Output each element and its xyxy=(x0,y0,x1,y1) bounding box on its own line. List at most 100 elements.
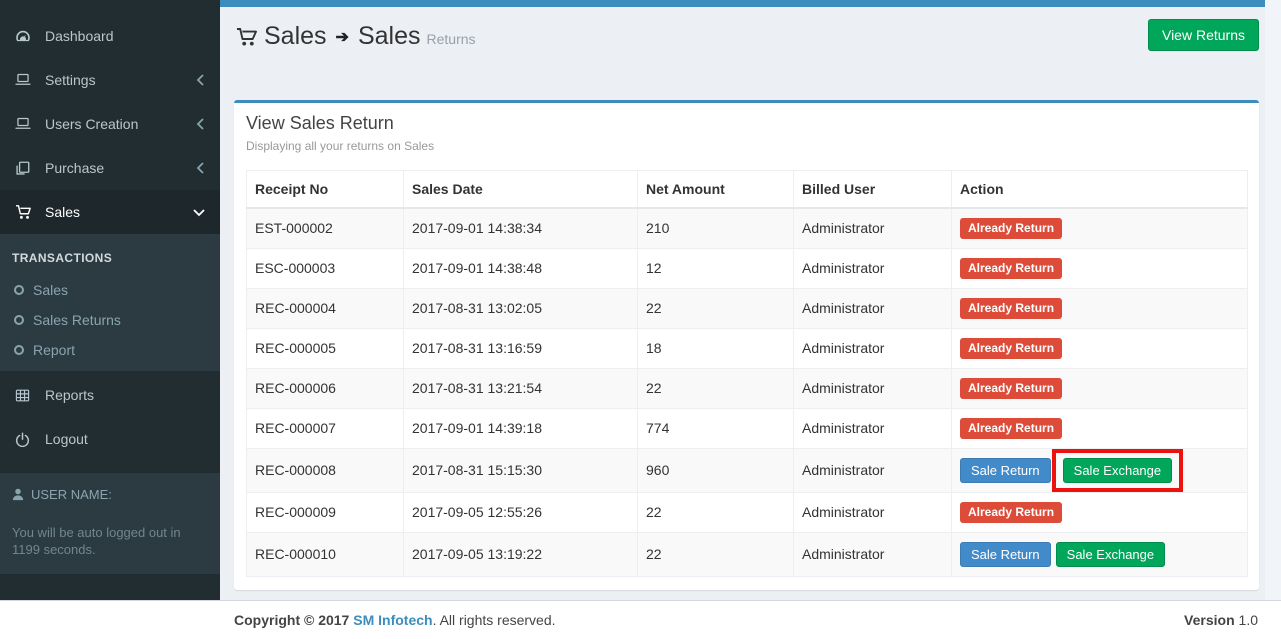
action-cell: Already Return xyxy=(951,247,1248,289)
sales-date-cell: 2017-08-31 13:02:05 xyxy=(403,287,638,329)
chevron-down-icon xyxy=(193,208,205,217)
panel-subtitle: Displaying all your returns on Sales xyxy=(246,139,435,153)
sidebar-item-settings[interactable]: Settings xyxy=(0,58,220,102)
laptop-icon xyxy=(15,117,37,131)
already-return-badge: Already Return xyxy=(960,257,1063,279)
billed-user-cell: Administrator xyxy=(793,327,952,369)
cart-icon xyxy=(15,204,37,220)
sales-returns-table: Receipt No Sales Date Net Amount Billed … xyxy=(246,170,1248,577)
receipt-no-cell: EST-000002 xyxy=(246,207,404,249)
sale-exchange-button[interactable]: Sale Exchange xyxy=(1062,457,1173,483)
sidebar-item-label: Reports xyxy=(45,387,95,403)
chevron-left-icon xyxy=(196,118,205,130)
sidebar-item-label: Settings xyxy=(45,72,96,88)
submenu-header: TRANSACTIONS xyxy=(12,251,113,265)
sales-date-cell: 2017-09-01 14:39:18 xyxy=(403,407,638,449)
table-row: REC-000006 2017-08-31 13:21:54 22 Administr… xyxy=(246,367,1248,409)
copyright-text: Copyright © 2017 SM Infotech. All rights… xyxy=(234,612,556,628)
submenu-item-report[interactable]: Report xyxy=(0,335,220,365)
action-cell: Already Return xyxy=(951,287,1248,329)
sale-return-button[interactable]: Sale Return xyxy=(960,541,1051,567)
sidebar-item-purchase[interactable]: Purchase xyxy=(0,146,220,190)
column-header-net-amount: Net Amount xyxy=(637,170,794,209)
already-return-badge: Already Return xyxy=(960,337,1063,359)
company-link[interactable]: SM Infotech xyxy=(353,612,433,628)
dashboard-icon xyxy=(15,28,37,44)
receipt-no-cell: REC-000006 xyxy=(246,367,404,409)
submenu-item-label: Sales xyxy=(33,282,69,298)
chevron-left-icon xyxy=(196,74,205,86)
action-cell: Already Return xyxy=(951,207,1248,249)
sidebar-item-dashboard[interactable]: Dashboard xyxy=(0,14,220,58)
circle-icon xyxy=(14,285,24,295)
cart-icon xyxy=(236,28,257,51)
already-return-badge: Already Return xyxy=(960,297,1063,319)
breadcrumb: Sales ➔ Sales Returns xyxy=(236,22,1259,51)
sales-date-cell: 2017-09-01 14:38:48 xyxy=(403,247,638,289)
circle-icon xyxy=(14,315,24,325)
table-row: REC-000008 2017-08-31 15:15:30 960 Administ… xyxy=(246,447,1248,493)
billed-user-cell: Administrator xyxy=(793,207,952,249)
column-header-action: Action xyxy=(951,170,1248,209)
submenu-item-sales[interactable]: Sales xyxy=(0,275,220,305)
action-cell: Already Return xyxy=(951,327,1248,369)
already-return-badge: Already Return xyxy=(960,417,1063,439)
table-row: REC-000005 2017-08-31 13:16:59 18 Administr… xyxy=(246,327,1248,369)
table-row: REC-000004 2017-08-31 13:02:05 22 Administr… xyxy=(246,287,1248,329)
receipt-no-cell: REC-000010 xyxy=(246,531,404,577)
sidebar-item-label: Dashboard xyxy=(45,28,114,44)
circle-icon xyxy=(14,345,24,355)
breadcrumb-returns: Returns xyxy=(426,31,476,47)
action-cell: Already Return xyxy=(951,367,1248,409)
receipt-no-cell: REC-000007 xyxy=(246,407,404,449)
view-returns-button[interactable]: View Returns xyxy=(1147,19,1259,51)
table-header-row: Receipt No Sales Date Net Amount Billed … xyxy=(246,170,1248,209)
net-amount-cell: 22 xyxy=(637,491,794,533)
arrow-right-icon: ➔ xyxy=(335,29,349,46)
submenu-item-label: Report xyxy=(33,342,76,358)
sales-date-cell: 2017-09-05 13:19:22 xyxy=(403,531,638,577)
footer: Copyright © 2017 SM Infotech. All rights… xyxy=(0,600,1281,639)
sales-table-body: EST-000002 2017-09-01 14:38:34 210 Administ… xyxy=(246,207,1248,577)
table-row: ESC-000003 2017-09-01 14:38:48 12 Administr… xyxy=(246,247,1248,289)
sales-date-cell: 2017-09-01 14:38:34 xyxy=(403,207,638,249)
table-row: REC-000007 2017-09-01 14:39:18 774 Administ… xyxy=(246,407,1248,449)
net-amount-cell: 960 xyxy=(637,447,794,493)
receipt-no-cell: REC-000009 xyxy=(246,491,404,533)
sale-return-button[interactable]: Sale Return xyxy=(960,457,1051,483)
receipt-no-cell: ESC-000003 xyxy=(246,247,404,289)
net-amount-cell: 12 xyxy=(637,247,794,289)
already-return-badge: Already Return xyxy=(960,377,1063,399)
sidebar-item-logout[interactable]: Logout xyxy=(0,417,220,461)
column-header-billed-user: Billed User xyxy=(793,170,952,209)
sidebar-item-sales[interactable]: Sales xyxy=(0,190,220,234)
already-return-badge: Already Return xyxy=(960,501,1063,523)
submenu-item-label: Sales Returns xyxy=(33,312,121,328)
billed-user-cell: Administrator xyxy=(793,367,952,409)
sidebar-item-label: Sales xyxy=(45,204,81,220)
column-header-receipt-no: Receipt No xyxy=(246,170,404,209)
table-row: EST-000002 2017-09-01 14:38:34 210 Administ… xyxy=(246,207,1248,249)
copy-icon xyxy=(15,161,37,176)
net-amount-cell: 22 xyxy=(637,367,794,409)
power-icon xyxy=(15,432,37,447)
sale-exchange-button[interactable]: Sale Exchange xyxy=(1055,541,1166,567)
sales-date-cell: 2017-08-31 15:15:30 xyxy=(403,447,638,493)
billed-user-cell: Administrator xyxy=(793,531,952,577)
sidebar-item-reports[interactable]: Reports xyxy=(0,373,220,417)
scrollbar-track[interactable] xyxy=(1265,0,1281,600)
action-cell: Already Return xyxy=(951,407,1248,449)
already-return-badge: Already Return xyxy=(960,217,1063,239)
sidebar-item-label: Users Creation xyxy=(45,116,139,132)
billed-user-cell: Administrator xyxy=(793,407,952,449)
billed-user-cell: Administrator xyxy=(793,491,952,533)
sidebar-item-users-creation[interactable]: Users Creation xyxy=(0,102,220,146)
net-amount-cell: 774 xyxy=(637,407,794,449)
billed-user-cell: Administrator xyxy=(793,247,952,289)
action-cell: Sale Return Sale Exchange xyxy=(951,531,1248,577)
top-accent-bar xyxy=(220,0,1281,7)
submenu-item-sales-returns[interactable]: Sales Returns xyxy=(0,305,220,335)
net-amount-cell: 22 xyxy=(637,287,794,329)
receipt-no-cell: REC-000005 xyxy=(246,327,404,369)
sales-return-panel: View Sales Return Displaying all your re… xyxy=(234,100,1259,590)
